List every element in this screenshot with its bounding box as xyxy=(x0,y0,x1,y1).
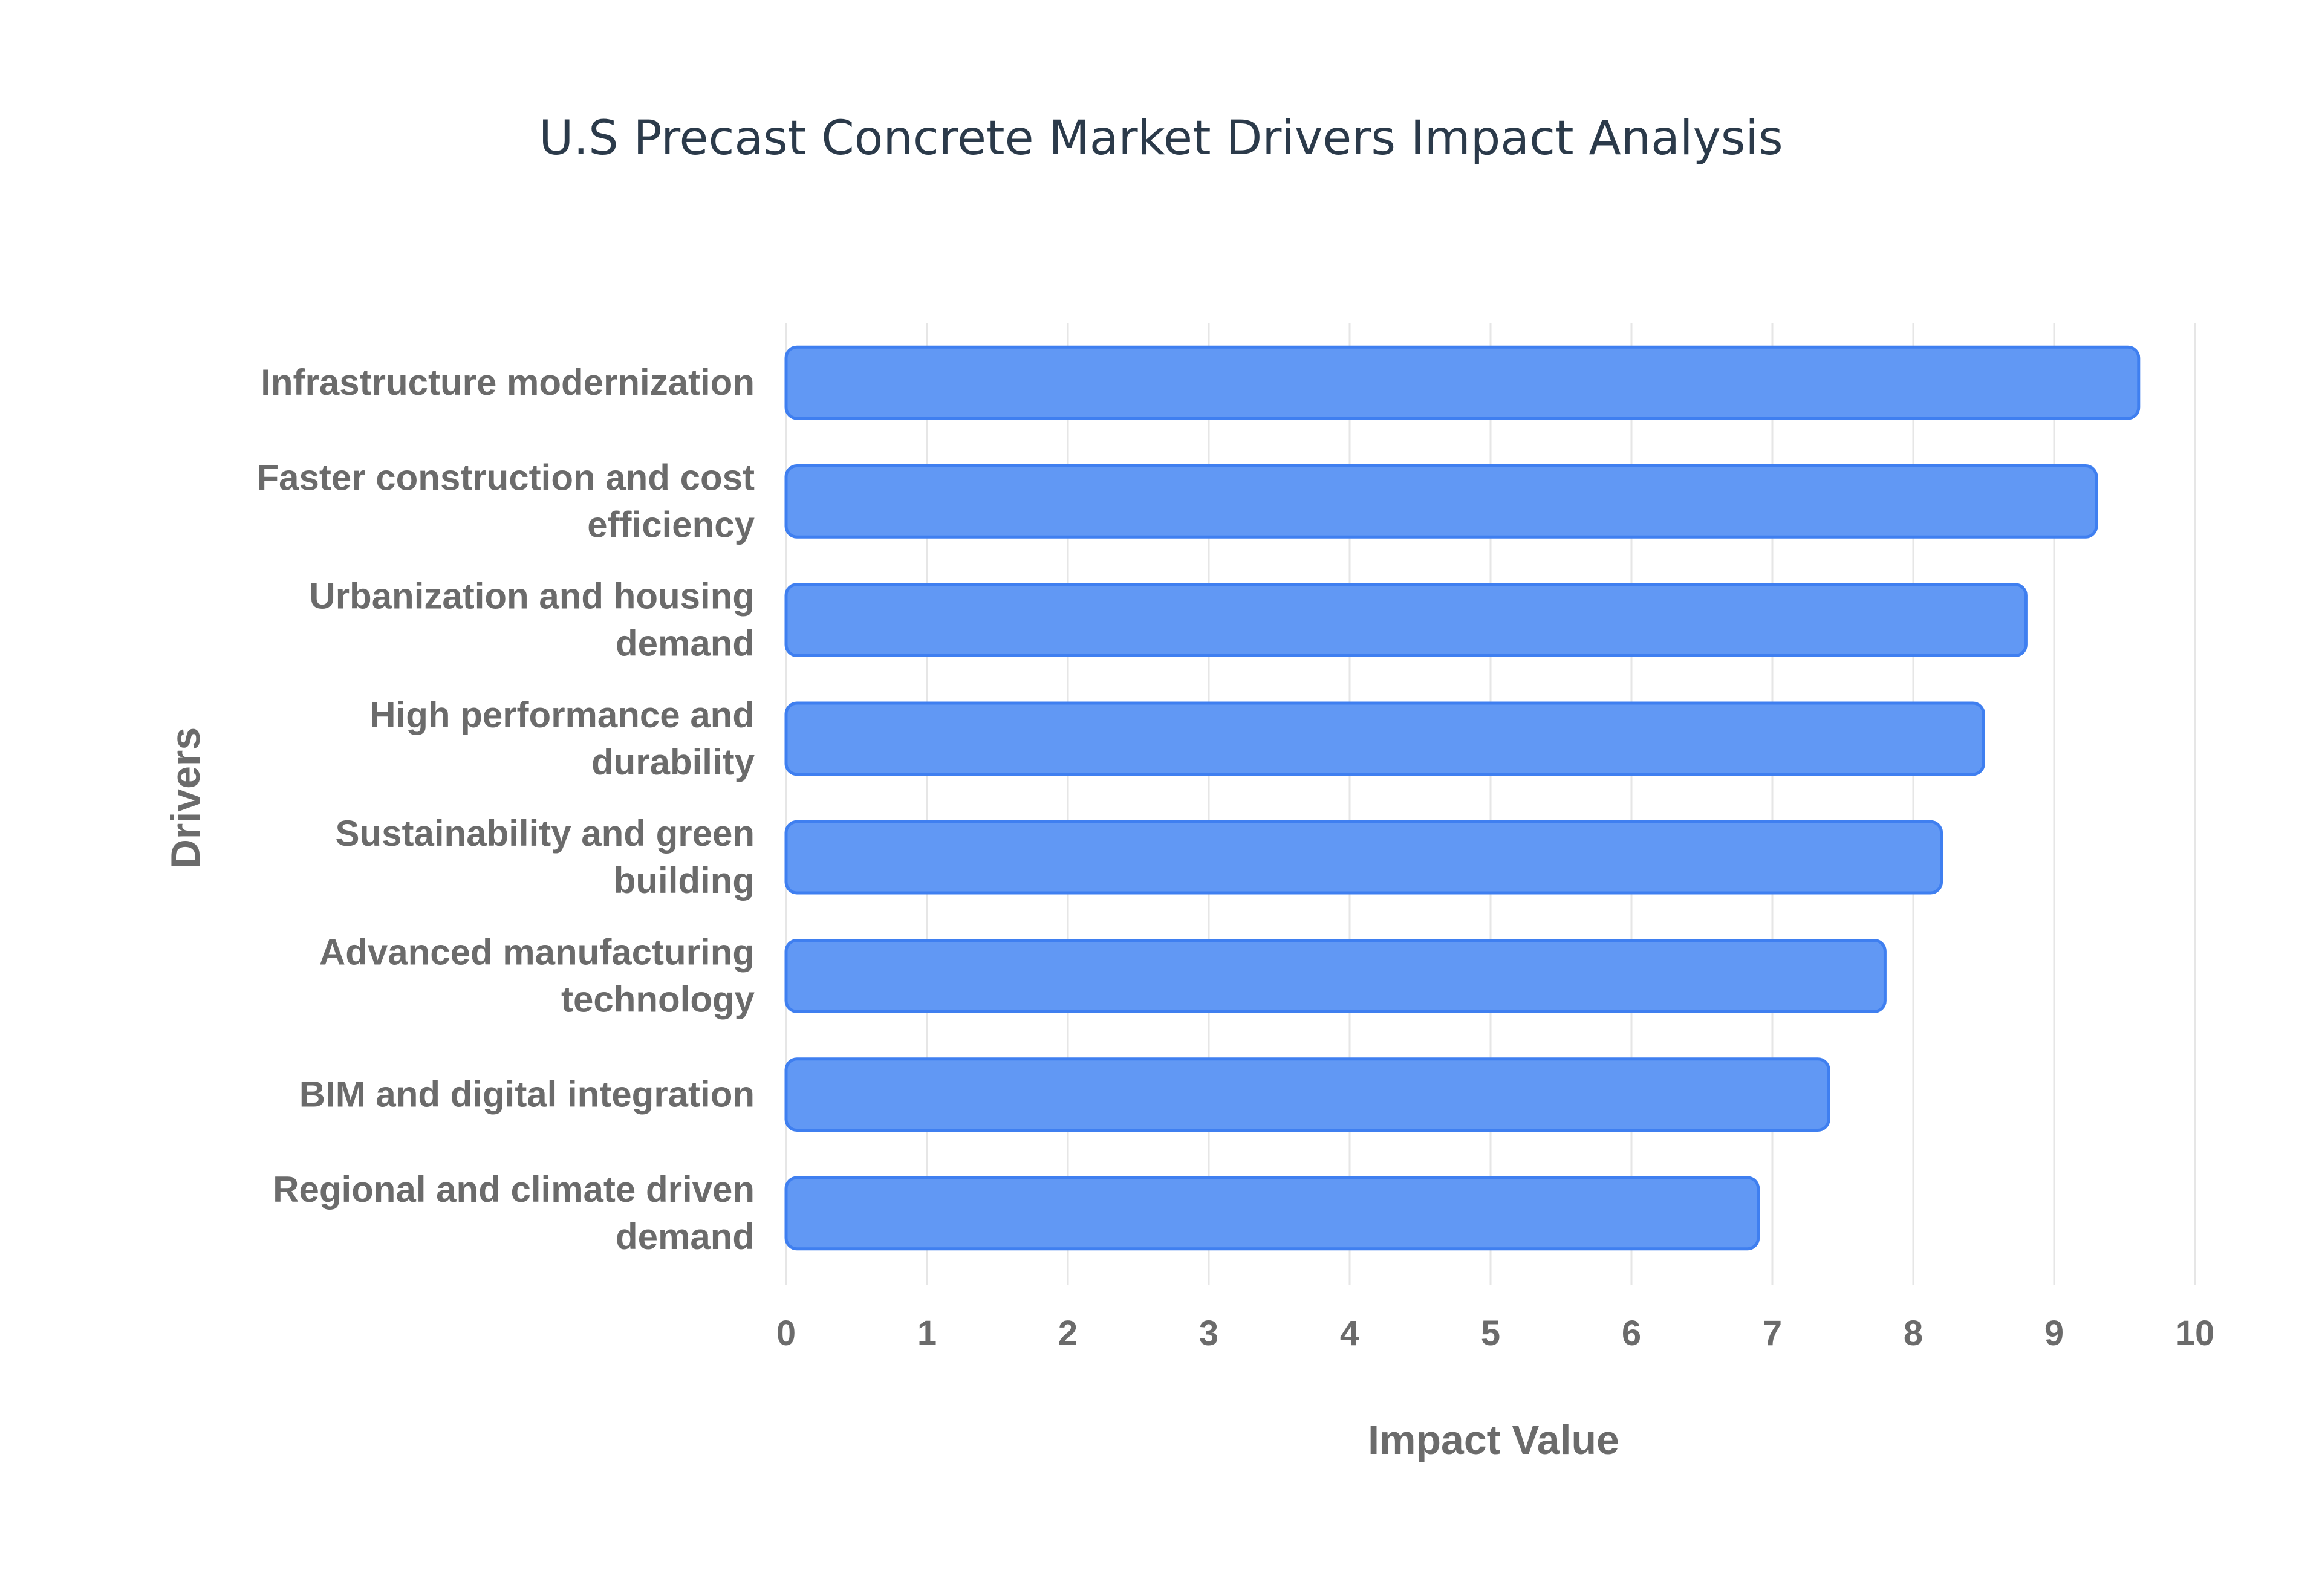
category-label-line: durability xyxy=(591,742,755,782)
x-tick-labels: 0 1 2 3 4 5 6 7 8 9 10 xyxy=(776,1314,2214,1353)
category-labels: Infrastructure modernization Faster const… xyxy=(257,362,755,1257)
bar[interactable] xyxy=(784,1057,1830,1132)
x-tick-label: 8 xyxy=(1904,1314,1923,1353)
category-label-line: Advanced manufacturing xyxy=(319,932,755,972)
bar[interactable] xyxy=(784,583,2028,657)
category-label: Urbanization and housing demand xyxy=(309,576,755,664)
bar[interactable] xyxy=(784,1176,1760,1251)
x-axis-title: Impact Value xyxy=(1368,1417,1619,1463)
x-tick-label: 7 xyxy=(1763,1314,1782,1353)
y-axis-title: Drivers xyxy=(163,727,209,869)
category-label-line: Regional and climate driven xyxy=(273,1169,755,1210)
category-label-line: demand xyxy=(616,623,755,664)
category-label-line: High performance and xyxy=(369,695,755,735)
category-label-line: Faster construction and cost xyxy=(257,457,755,498)
x-tick-label: 0 xyxy=(776,1314,796,1353)
category-label-line: technology xyxy=(561,979,755,1019)
category-label-line: Urbanization and housing xyxy=(309,576,755,617)
x-tick-label: 10 xyxy=(2176,1314,2215,1353)
category-label-line: efficiency xyxy=(587,504,755,545)
category-label: Regional and climate driven demand xyxy=(273,1169,755,1257)
x-tick-label: 4 xyxy=(1340,1314,1359,1353)
bar[interactable] xyxy=(784,464,2098,539)
x-tick-label: 9 xyxy=(2044,1314,2064,1353)
category-label-line: demand xyxy=(616,1216,755,1257)
x-tick-label: 3 xyxy=(1199,1314,1218,1353)
category-label: Infrastructure modernization xyxy=(261,362,755,403)
chart-title: U.S Precast Concrete Market Drivers Impa… xyxy=(539,111,1783,166)
category-label: High performance and durability xyxy=(369,695,755,782)
category-label-line: Infrastructure modernization xyxy=(261,362,755,403)
category-label-line: BIM and digital integration xyxy=(299,1074,755,1115)
bar[interactable] xyxy=(784,345,2141,420)
bar[interactable] xyxy=(784,701,1985,776)
category-label: Faster construction and cost efficiency xyxy=(257,457,755,545)
bar[interactable] xyxy=(784,939,1887,1013)
bars xyxy=(784,345,2141,1251)
x-tick-label: 5 xyxy=(1481,1314,1500,1353)
category-label: Advanced manufacturing technology xyxy=(319,932,755,1019)
category-label: Sustainability and green building xyxy=(336,813,755,901)
x-tick-label: 2 xyxy=(1058,1314,1078,1353)
category-label-line: Sustainability and green xyxy=(336,813,755,854)
x-tick-label: 1 xyxy=(917,1314,937,1353)
category-label-line: building xyxy=(614,860,755,901)
category-label: BIM and digital integration xyxy=(299,1074,755,1115)
x-tick-label: 6 xyxy=(1622,1314,1641,1353)
bar[interactable] xyxy=(784,820,1943,895)
